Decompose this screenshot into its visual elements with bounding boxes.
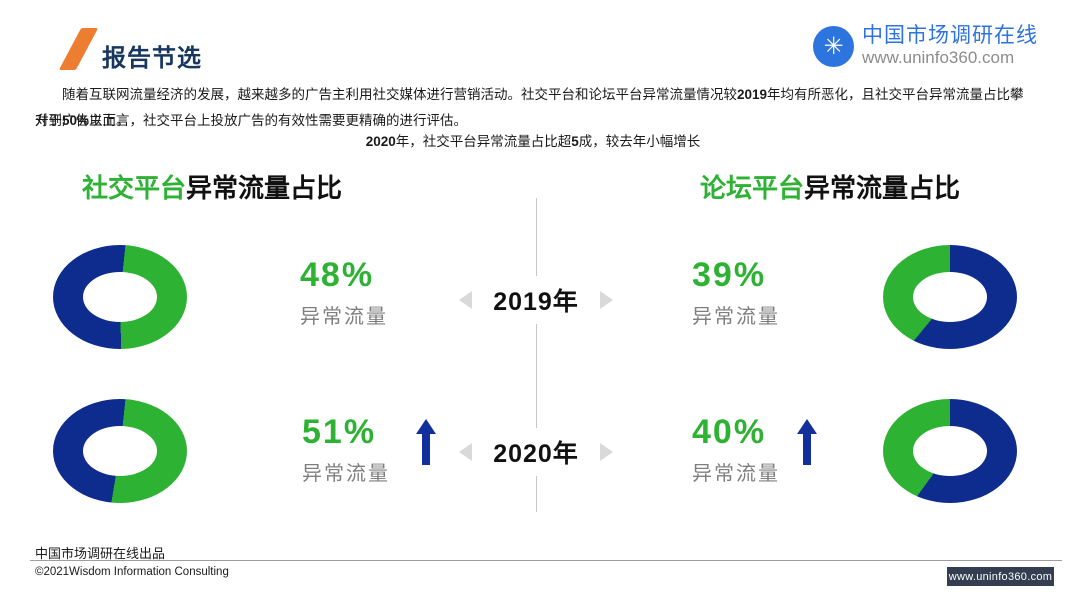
hl-text: 年，社交平台异常流量占比超	[395, 134, 572, 149]
chevron-right-icon	[600, 443, 613, 461]
vertical-divider	[536, 198, 537, 512]
logo-snowflake-icon: ✳	[813, 26, 854, 67]
year-label: 2020年	[493, 440, 579, 468]
intro-text: 随着互联网流量经济的发展，越来越多的广告主利用社交媒体进行营销活动。社交平台和论…	[62, 87, 737, 102]
donut-chart-social-2020	[53, 399, 187, 503]
stat-social-2019: 48% 异常流量	[300, 256, 388, 329]
stat-value: 39%	[692, 256, 767, 294]
intro-bold-50pct: 50%	[62, 113, 90, 128]
hl-text: 成，较去年小幅增长	[578, 134, 701, 149]
logo-site-url[interactable]: www.uninfo360.com	[862, 48, 1015, 67]
footer-produced-by: 中国市场调研在线出品	[35, 546, 166, 561]
arrow-stem	[422, 434, 430, 465]
stat-label: 异常流量	[302, 463, 390, 485]
section-title-forum-rest: 异常流量占比	[804, 173, 961, 203]
intro-text: 以上。	[89, 113, 130, 128]
stat-social-2020: 51% 异常流量	[302, 413, 390, 486]
section-title-social-highlight: 社交平台	[82, 173, 187, 203]
site-logo: ✳ 中国市场调研在线 www.uninfo360.com	[813, 24, 1038, 68]
logo-texts: 中国市场调研在线 www.uninfo360.com	[862, 24, 1038, 68]
section-title-forum-highlight: 论坛平台	[700, 173, 805, 203]
chevron-left-icon	[459, 443, 472, 461]
hl-bold-5: 5	[571, 134, 579, 149]
logo-glyph: ✳	[823, 33, 844, 60]
stat-value: 40%	[692, 413, 767, 451]
donut-chart-forum-2020	[883, 399, 1017, 503]
intro-bold-2019: 2019	[737, 87, 768, 102]
section-title-social-rest: 异常流量占比	[186, 173, 343, 203]
stat-label: 异常流量	[692, 463, 780, 485]
increase-arrow-icon	[416, 419, 436, 465]
stat-value: 48%	[300, 256, 375, 294]
year-nav-2019: 2019年	[459, 276, 613, 324]
chevron-right-icon	[600, 291, 613, 309]
chevron-left-icon	[459, 291, 472, 309]
title-slash-decoration	[58, 28, 99, 70]
footer-divider	[30, 560, 1062, 561]
intro-paragraph-line1: 随着互联网流量经济的发展，越来越多的广告主利用社交媒体进行营销活动。社交平台和论…	[35, 82, 1035, 134]
donut-chart-social-2019	[53, 245, 187, 349]
arrow-head	[797, 419, 817, 434]
year-nav-2020: 2020年	[459, 428, 613, 476]
stat-forum-2020: 40% 异常流量	[692, 413, 780, 486]
section-title-social: 社交平台异常流量占比	[82, 168, 342, 205]
donut-chart-forum-2019	[883, 245, 1017, 349]
hl-bold-2020: 2020	[365, 134, 396, 149]
year-label: 2019年	[493, 288, 579, 316]
increase-arrow-icon	[797, 419, 817, 465]
footer-copyright: ©2021Wisdom Information Consulting	[35, 566, 229, 578]
stat-label: 异常流量	[692, 306, 780, 328]
page-title: 报告节选	[102, 45, 202, 72]
logo-brand-name: 中国市场调研在线	[862, 24, 1038, 47]
intro-paragraph-line2: 对于广告主而言，社交平台上投放广告的有效性需要更精确的进行评估。	[35, 113, 467, 128]
footer-site-badge[interactable]: www.uninfo360.com	[947, 567, 1054, 586]
section-title-forum: 论坛平台异常流量占比	[700, 168, 960, 205]
arrow-stem	[803, 434, 811, 465]
intro-text: 年均有所恶化，且社交平台异常流量占比攀升到	[35, 87, 1024, 128]
arrow-head	[416, 419, 436, 434]
stat-label: 异常流量	[300, 306, 388, 328]
key-finding-line: 2020年，社交平台异常流量占比超5成，较去年小幅增长	[0, 130, 1066, 150]
stat-forum-2019: 39% 异常流量	[692, 256, 780, 329]
stat-value: 51%	[302, 413, 377, 451]
